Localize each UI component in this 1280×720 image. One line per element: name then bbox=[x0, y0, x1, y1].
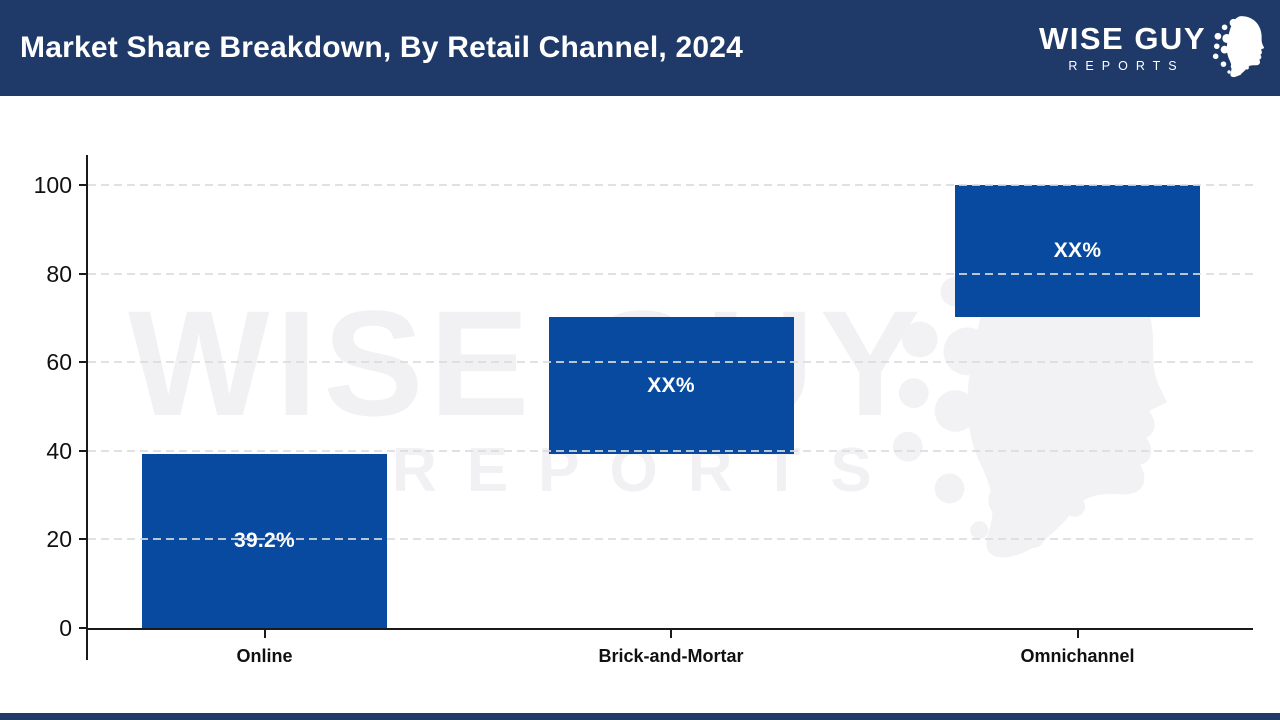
x-tick-mark bbox=[263, 630, 266, 638]
x-axis-category-label: Brick-and-Mortar bbox=[598, 646, 744, 666]
header-bar: Market Share Breakdown, By Retail Channe… bbox=[0, 0, 1280, 96]
logo-wordmark: WISE GUY bbox=[1038, 21, 1206, 57]
bar-brick-and-mortar: XX% bbox=[548, 317, 794, 455]
y-tick-mark bbox=[79, 449, 88, 452]
x-axis-category-label: Omnichannel bbox=[1020, 646, 1135, 666]
y-tick-mark bbox=[79, 627, 88, 629]
bar-value-label: 39.2% bbox=[233, 529, 296, 553]
y-tick-label: 40 bbox=[46, 437, 72, 464]
x-tick-mark bbox=[670, 630, 672, 638]
y-tick-label: 80 bbox=[46, 260, 72, 287]
bar-value-label: XX% bbox=[647, 373, 695, 397]
bar-value-label: XX% bbox=[1053, 239, 1102, 263]
page-title: Market Share Breakdown, By Retail Channe… bbox=[20, 31, 743, 64]
logo-head-icon bbox=[1210, 15, 1266, 82]
wiseguy-logo: WISE GUY REPORTS bbox=[1039, 6, 1266, 90]
x-axis-category-label: Online bbox=[236, 646, 293, 666]
y-tick-mark bbox=[79, 272, 88, 275]
bar-online: 39.2% bbox=[142, 454, 387, 628]
logo-subtitle: REPORTS bbox=[1068, 58, 1185, 73]
logo-text: WISE GUY REPORTS bbox=[1039, 23, 1206, 73]
y-tick-mark bbox=[79, 538, 88, 541]
y-tick-label: 100 bbox=[33, 172, 72, 198]
y-tick-mark bbox=[79, 184, 88, 186]
y-tick-label: 60 bbox=[46, 349, 72, 376]
x-tick-mark bbox=[1076, 630, 1079, 638]
y-tick-label: 0 bbox=[59, 615, 72, 641]
bar-omnichannel: XX% bbox=[955, 185, 1200, 318]
x-axis-line bbox=[86, 628, 1253, 630]
chart-canvas: WISE GUY REPORTS 0 20 40 60 80 100 39.2% Online… bbox=[0, 96, 1280, 713]
y-axis-line bbox=[86, 155, 88, 660]
y-tick-label: 20 bbox=[46, 526, 72, 553]
watermark-wordmark: WISE GUY bbox=[128, 279, 927, 447]
y-tick-mark bbox=[79, 361, 88, 364]
footer-bar bbox=[0, 713, 1280, 720]
